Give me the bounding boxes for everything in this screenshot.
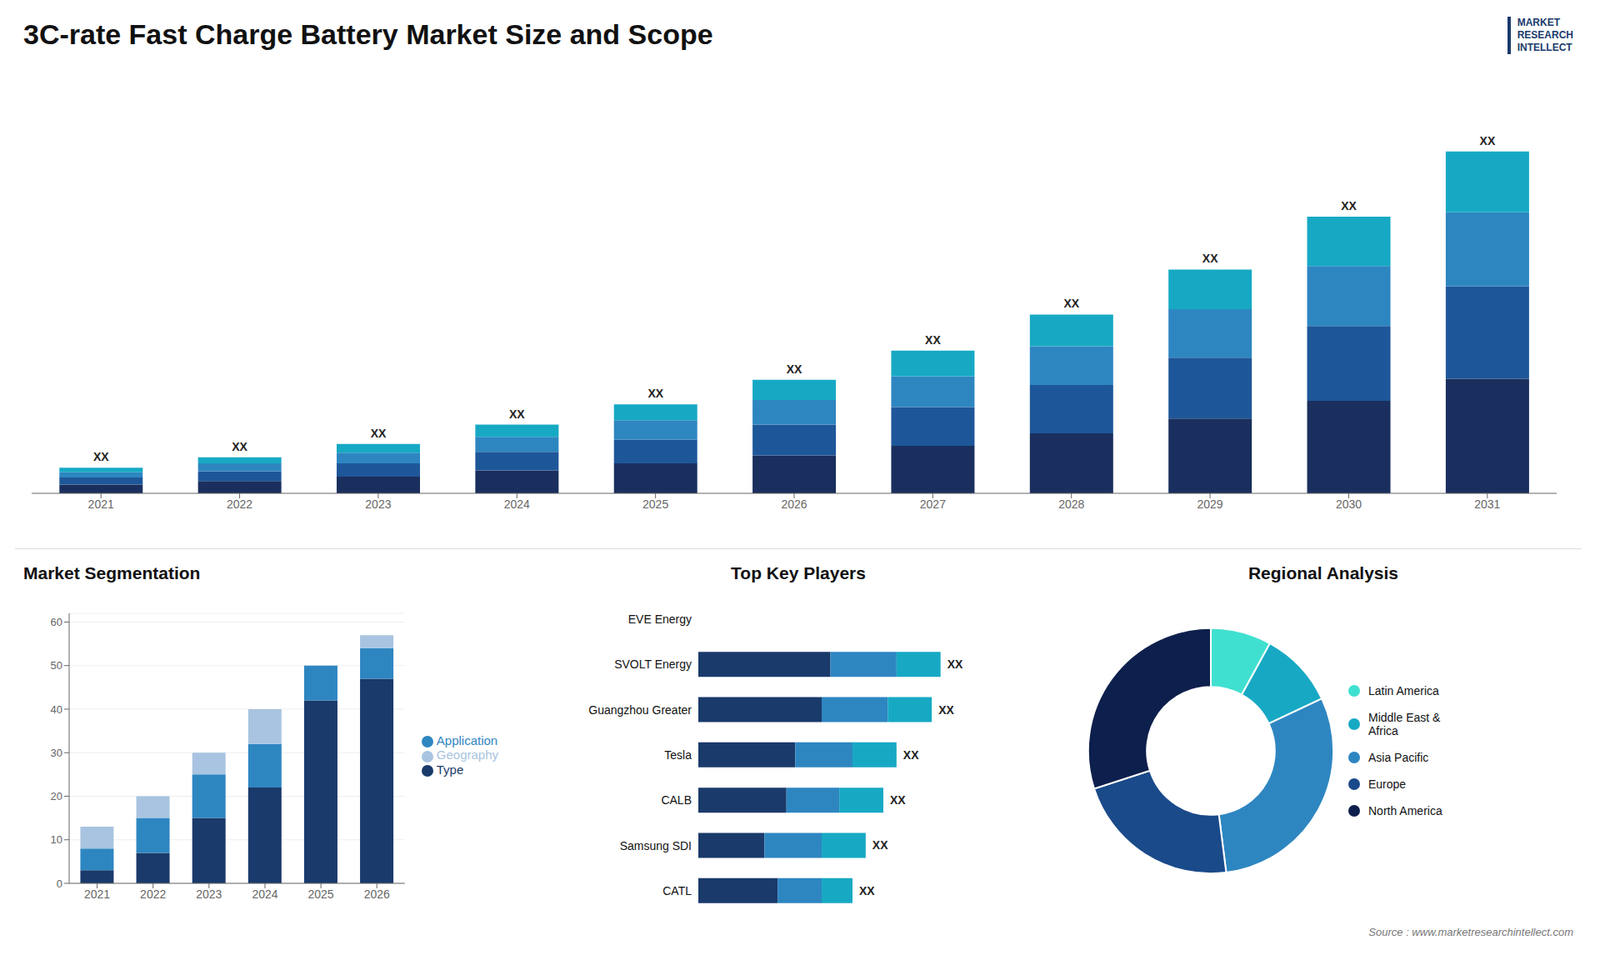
svg-text:XX: XX — [872, 838, 889, 852]
html-text:Asia Pacific: Asia Pacific — [1368, 750, 1429, 765]
svg-text:XX: XX — [938, 703, 955, 717]
html-text:Africa: Africa — [1368, 724, 1399, 738]
html-text:RESEARCH: RESEARCH — [1517, 29, 1574, 41]
html-text:North America: North America — [1368, 804, 1443, 818]
svg-text:XX: XX — [1340, 199, 1357, 213]
html-text:Regional Analysis: Regional Analysis — [1248, 563, 1399, 583]
svg-text:Tesla: Tesla — [664, 748, 692, 762]
svg-text:2029: 2029 — [1197, 497, 1224, 511]
svg-text:CATL: CATL — [662, 884, 692, 898]
svg-text:XX: XX — [925, 333, 941, 347]
svg-text:XX: XX — [1480, 134, 1496, 148]
svg-text:2023: 2023 — [195, 887, 222, 901]
svg-text:XX: XX — [231, 440, 248, 454]
svg-text:60: 60 — [50, 615, 63, 629]
svg-text:2027: 2027 — [920, 497, 946, 511]
svg-text:2021: 2021 — [88, 497, 115, 511]
svg-text:XX: XX — [947, 657, 964, 671]
html-text:Source : www.marketresearchint: Source : www.marketresearchintellect.com — [1368, 925, 1574, 939]
html-text:3C-rate Fast Charge Battery Ma: 3C-rate Fast Charge Battery Market Size … — [23, 18, 713, 50]
svg-text:XX: XX — [509, 407, 525, 421]
svg-text:SVOLT Energy: SVOLT Energy — [614, 657, 692, 671]
svg-text:XX: XX — [859, 884, 875, 898]
svg-text:2030: 2030 — [1335, 497, 1362, 511]
svg-text:2024: 2024 — [504, 497, 530, 511]
svg-text:20: 20 — [50, 790, 63, 803]
html-text:Application: Application — [436, 733, 498, 748]
html-text:MARKET: MARKET — [1517, 16, 1560, 29]
html-text:Middle East &: Middle East & — [1368, 710, 1441, 725]
svg-text:Samsung SDI: Samsung SDI — [620, 839, 692, 853]
svg-text:XX: XX — [890, 793, 906, 807]
svg-text:2022: 2022 — [226, 497, 253, 511]
svg-text:Guangzhou Greater: Guangzhou Greater — [588, 703, 692, 717]
html-text:Europe: Europe — [1368, 777, 1406, 791]
svg-text:2024: 2024 — [251, 887, 278, 901]
svg-text:2025: 2025 — [642, 497, 669, 511]
svg-text:2026: 2026 — [780, 497, 807, 511]
svg-text:2026: 2026 — [364, 887, 390, 901]
svg-text:2023: 2023 — [365, 497, 391, 511]
html-text:INTELLECT: INTELLECT — [1517, 41, 1573, 54]
svg-text:XX: XX — [903, 748, 920, 762]
svg-text:2031: 2031 — [1474, 497, 1500, 511]
svg-text:0: 0 — [56, 877, 63, 890]
svg-text:XX: XX — [786, 362, 803, 376]
svg-text:10: 10 — [50, 833, 63, 846]
svg-text:CALB: CALB — [660, 793, 692, 807]
svg-text:XX: XX — [1202, 251, 1219, 265]
svg-text:50: 50 — [50, 659, 63, 672]
svg-text:30: 30 — [50, 746, 63, 760]
html-text:Type: Type — [436, 762, 464, 777]
svg-text:XX: XX — [93, 450, 110, 464]
svg-text:XX: XX — [370, 426, 387, 440]
svg-text:2022: 2022 — [140, 887, 166, 901]
html-text:Latin America: Latin America — [1368, 684, 1439, 698]
svg-text:XX: XX — [647, 386, 664, 400]
html-text:Geography: Geography — [436, 747, 499, 763]
html-text:Market Segmentation: Market Segmentation — [23, 563, 201, 583]
svg-text:XX: XX — [1063, 296, 1080, 310]
html-text:Top Key Players: Top Key Players — [730, 563, 866, 583]
svg-text:2025: 2025 — [308, 887, 335, 901]
svg-text:EVE Energy: EVE Energy — [628, 612, 692, 626]
svg-text:2021: 2021 — [84, 887, 110, 901]
svg-text:40: 40 — [50, 703, 63, 716]
svg-text:2028: 2028 — [1058, 497, 1085, 511]
